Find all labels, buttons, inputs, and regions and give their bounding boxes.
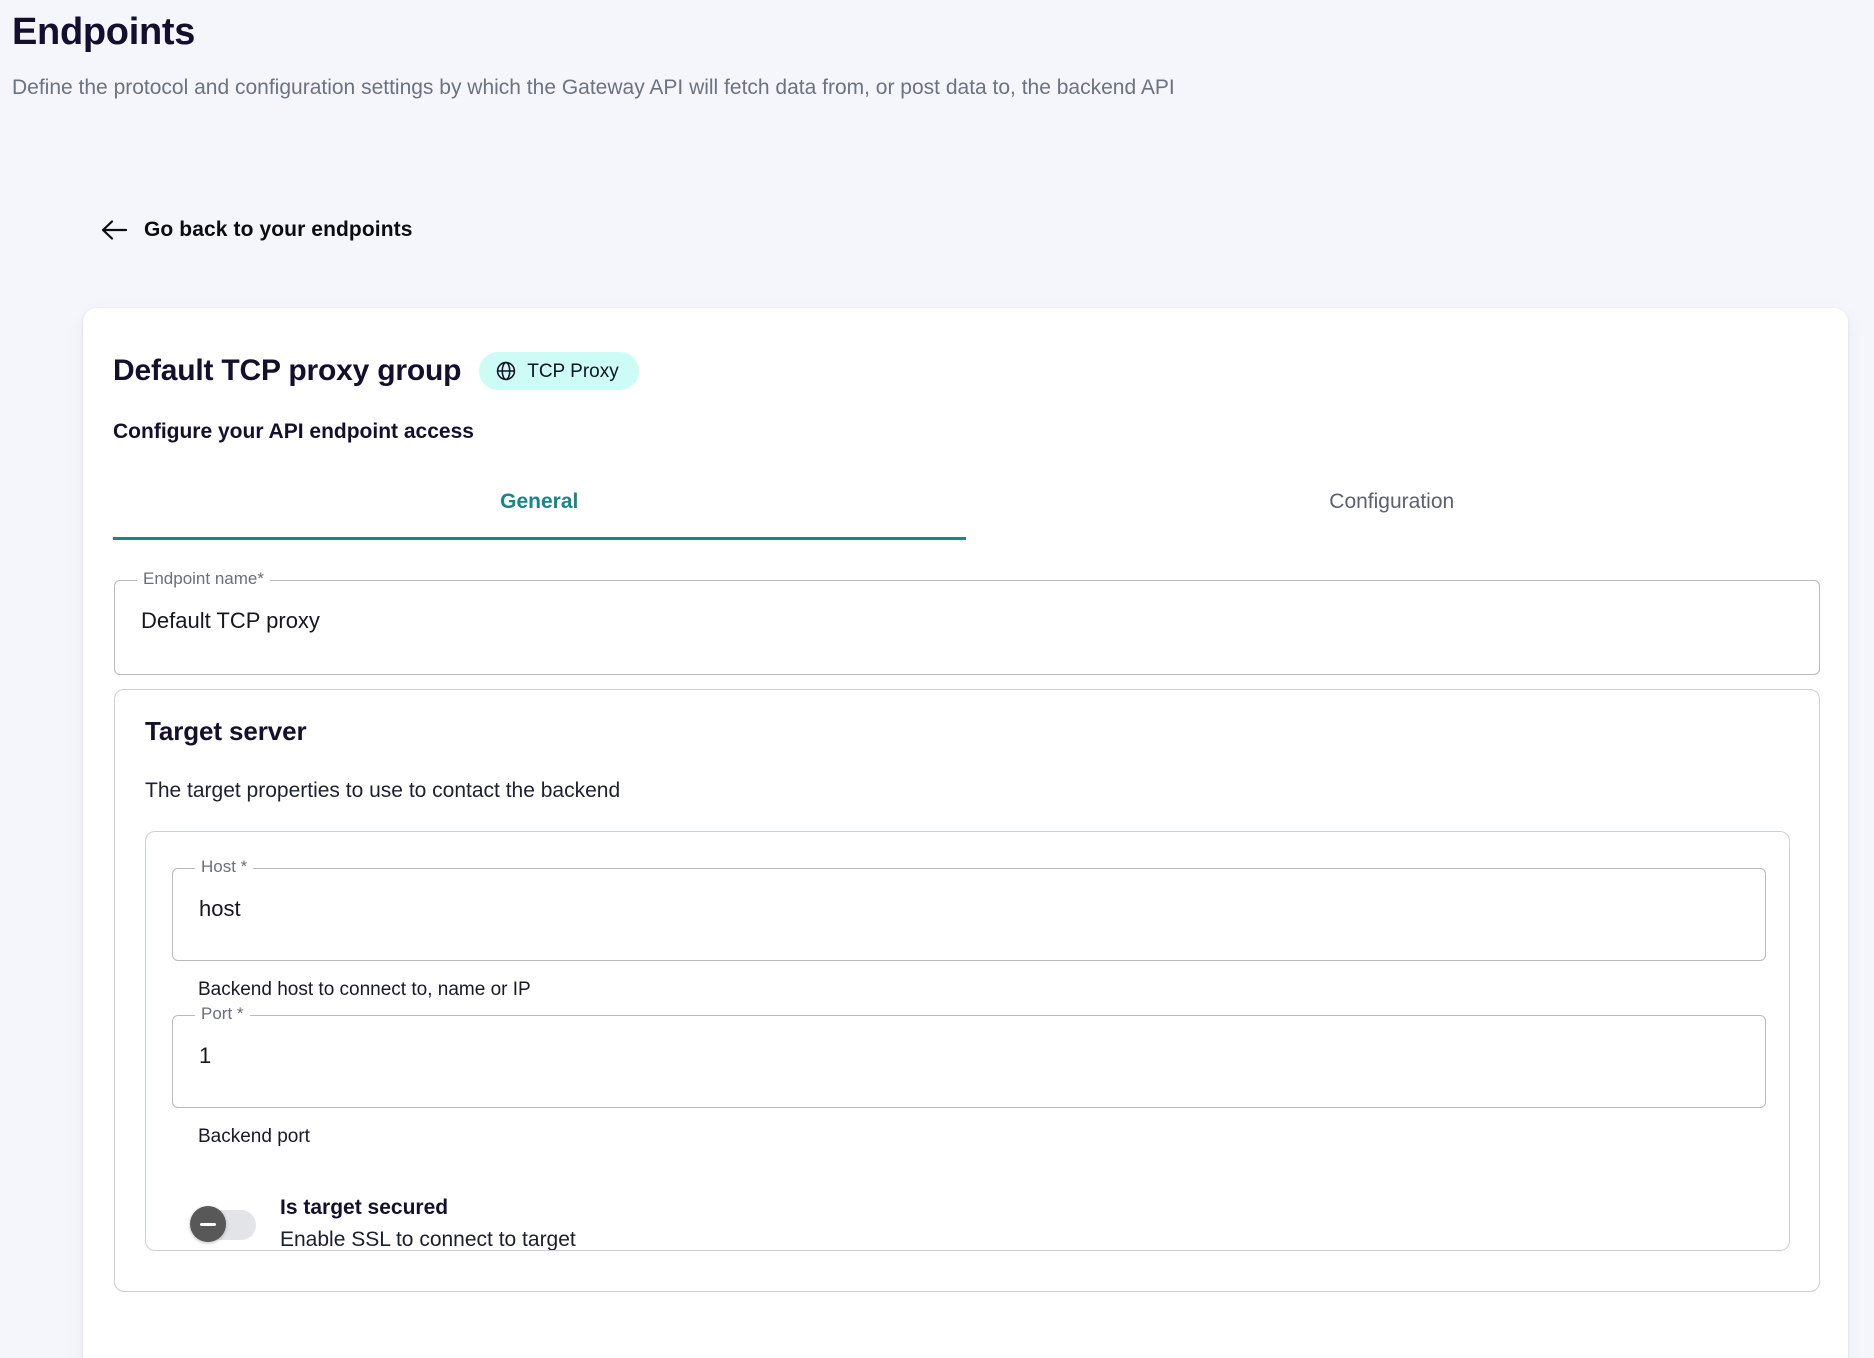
- port-input[interactable]: 1: [199, 1043, 212, 1068]
- page-title: Endpoints: [12, 11, 196, 53]
- endpoint-name-input[interactable]: Default TCP proxy: [141, 608, 320, 633]
- port-field[interactable]: Port * 1: [172, 1005, 1766, 1108]
- target-server-description: The target properties to use to contact …: [145, 779, 621, 802]
- toggle-thumb-minus-icon: [190, 1206, 226, 1242]
- tab-general[interactable]: General: [500, 490, 579, 513]
- toggle-texts: Is target secured Enable SSL to connect …: [280, 1196, 576, 1251]
- tab-bar: General Configuration: [113, 490, 1818, 540]
- go-back-link[interactable]: Go back to your endpoints: [100, 218, 413, 242]
- status-badge: TCP Proxy: [479, 352, 639, 390]
- globe-icon: [495, 360, 517, 382]
- tab-underline-track: [113, 537, 1818, 540]
- endpoint-name-field[interactable]: Endpoint name* Default TCP proxy: [114, 570, 1820, 675]
- endpoint-card: Default TCP proxy group TCP Proxy Config…: [83, 308, 1848, 1358]
- is-target-secured-description: Enable SSL to connect to target: [280, 1228, 576, 1251]
- target-server-section: Target server The target properties to u…: [114, 689, 1820, 1292]
- page-subtitle: Define the protocol and configuration se…: [12, 75, 1175, 99]
- target-server-title: Target server: [145, 716, 307, 746]
- page-header: Endpoints Define the protocol and config…: [0, 0, 1874, 101]
- tab-configuration[interactable]: Configuration: [1329, 490, 1455, 513]
- tab-active-indicator: [113, 537, 966, 540]
- port-hint: Backend port: [198, 1126, 310, 1147]
- status-badge-label: TCP Proxy: [527, 360, 619, 382]
- card-title: Default TCP proxy group: [113, 354, 462, 387]
- go-back-label: Go back to your endpoints: [144, 218, 413, 241]
- card-title-row: Default TCP proxy group TCP Proxy: [113, 352, 1818, 390]
- is-target-secured-toggle[interactable]: [190, 1206, 256, 1242]
- endpoint-name-label: Endpoint name*: [137, 570, 270, 587]
- is-target-secured-title: Is target secured: [280, 1196, 449, 1219]
- port-label: Port *: [195, 1005, 250, 1022]
- host-hint: Backend host to connect to, name or IP: [198, 979, 531, 1000]
- is-target-secured-row: Is target secured Enable SSL to connect …: [172, 1148, 1763, 1251]
- host-label: Host *: [195, 858, 254, 875]
- host-field[interactable]: Host * host: [172, 858, 1766, 961]
- target-server-fields: Host * host Backend host to connect to, …: [145, 831, 1790, 1251]
- host-input[interactable]: host: [199, 896, 241, 921]
- card-subtitle: Configure your API endpoint access: [113, 420, 474, 443]
- arrow-left-icon: [100, 218, 128, 242]
